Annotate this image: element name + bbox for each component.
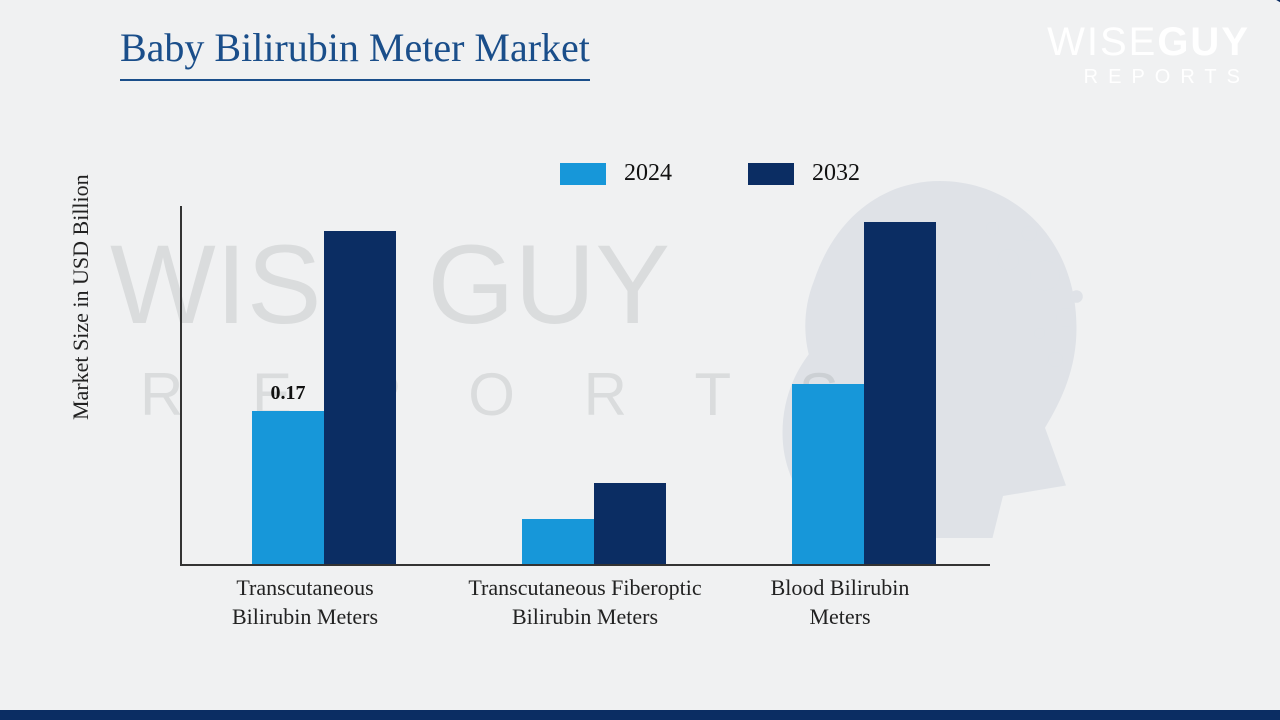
bar: [522, 519, 594, 564]
plot-area: 0.17: [180, 206, 990, 566]
bar: [594, 483, 666, 564]
bar-value-label: 0.17: [271, 382, 306, 405]
legend-item: 2032: [748, 160, 860, 187]
x-axis-label: Transcutaneous Bilirubin Meters: [195, 574, 415, 631]
x-axis-label: Blood Bilirubin Meters: [760, 574, 920, 631]
legend-label: 2032: [812, 160, 860, 187]
y-axis-label: Market Size in USD Billion: [68, 174, 94, 420]
brand-logo: WISEGUY REPORTS: [970, 22, 1250, 89]
bar: [252, 411, 324, 564]
legend-label: 2024: [624, 160, 672, 187]
legend-item: 2024: [560, 160, 672, 187]
logo-word-wise: WISE: [1047, 20, 1157, 64]
bar: [324, 231, 396, 564]
bar-group: [522, 206, 692, 564]
page-root: WISE GUY R E P O R T S WISEGUY REPORTS B…: [0, 0, 1280, 720]
chart-legend: 2024 2032: [560, 160, 930, 192]
bar-group: 0.17: [252, 206, 422, 564]
bar: [864, 222, 936, 564]
bottom-bar: [0, 710, 1280, 720]
legend-swatch: [560, 163, 606, 185]
chart-container: Market Size in USD Billion 2024 2032 0.1…: [60, 160, 960, 700]
legend-swatch: [748, 163, 794, 185]
x-axis-label: Transcutaneous Fiberoptic Bilirubin Mete…: [460, 574, 710, 631]
logo-word-reports: REPORTS: [970, 66, 1250, 89]
bar-group: [792, 206, 962, 564]
logo-word-guy: GUY: [1157, 20, 1250, 64]
page-title: Baby Bilirubin Meter Market: [120, 24, 590, 81]
bar: [792, 384, 864, 564]
